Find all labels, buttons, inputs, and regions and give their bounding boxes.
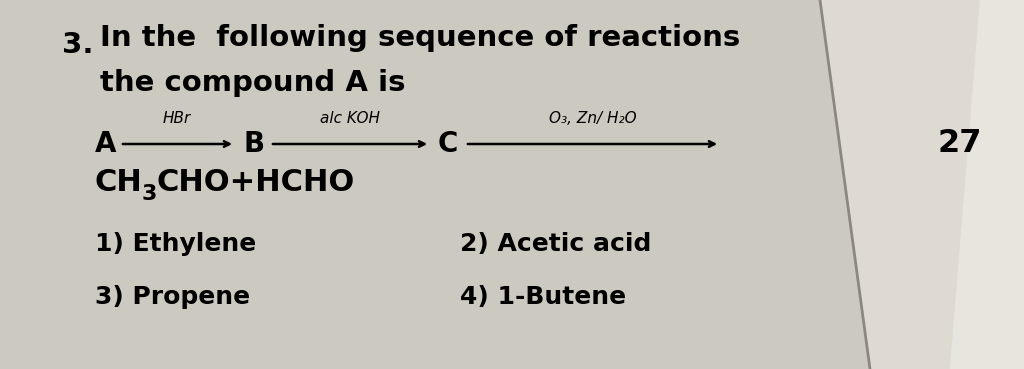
Text: 1) Ethylene: 1) Ethylene xyxy=(95,232,256,256)
Text: the compound A is: the compound A is xyxy=(100,69,406,97)
Text: C: C xyxy=(438,130,459,158)
Polygon shape xyxy=(820,0,1024,369)
Text: HBr: HBr xyxy=(163,111,191,126)
Text: 2) Acetic acid: 2) Acetic acid xyxy=(460,232,651,256)
Text: 27: 27 xyxy=(938,128,982,159)
Text: In the  following sequence of reactions: In the following sequence of reactions xyxy=(100,24,740,52)
Text: alc KOH: alc KOH xyxy=(319,111,380,126)
Text: CH: CH xyxy=(95,168,142,197)
Text: B: B xyxy=(243,130,264,158)
Text: CHO+HCHO: CHO+HCHO xyxy=(157,168,355,197)
Text: 3) Propene: 3) Propene xyxy=(95,285,250,309)
Text: 4) 1-Butene: 4) 1-Butene xyxy=(460,285,626,309)
Text: 3.: 3. xyxy=(62,31,93,59)
Text: 3: 3 xyxy=(142,184,158,204)
Text: A: A xyxy=(95,130,117,158)
Polygon shape xyxy=(950,0,1024,369)
Text: O₃, Zn/ H₂O: O₃, Zn/ H₂O xyxy=(549,111,637,126)
